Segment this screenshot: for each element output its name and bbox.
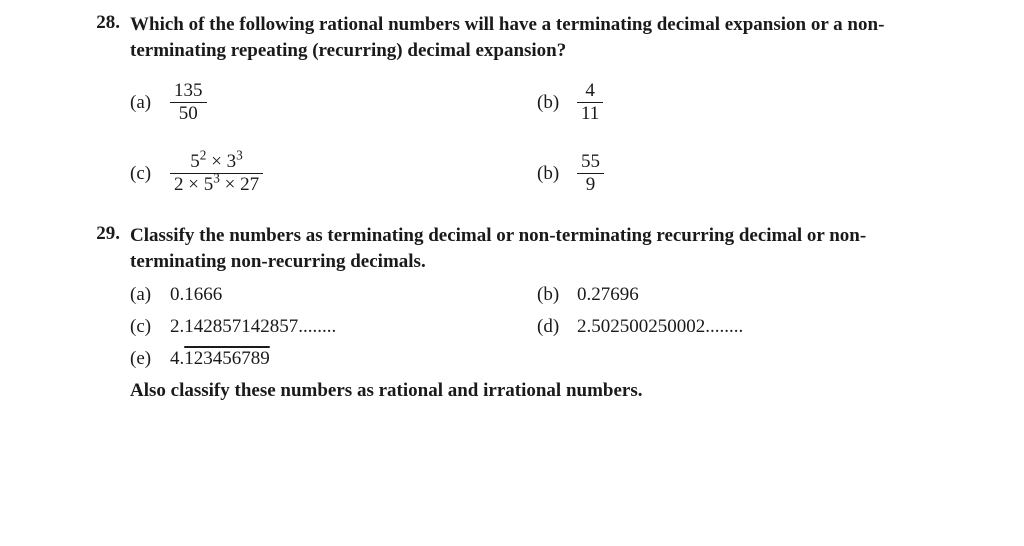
q29-text: Classify the numbers as terminating deci… <box>130 223 944 274</box>
q29-option-d: (d) 2.502500250002........ <box>537 316 944 338</box>
option-label: (c) <box>130 316 170 338</box>
question-28: 28. Which of the following rational numb… <box>80 12 944 63</box>
q28-number: 28. <box>80 12 130 34</box>
q28-option-a: (a) 135 50 <box>130 81 537 124</box>
option-value: 2.142857142857........ <box>170 316 336 338</box>
fraction: 52 × 33 2 × 53 × 27 <box>170 152 263 195</box>
d2s: 3 <box>213 171 220 186</box>
q28-option-c: (c) 52 × 33 2 × 53 × 27 <box>130 152 537 195</box>
page: 28. Which of the following rational numb… <box>0 0 1024 402</box>
fraction: 55 9 <box>577 152 604 195</box>
q29-footer: Also classify these numbers as rational … <box>130 380 944 402</box>
times3: × <box>225 174 236 195</box>
q29-row2: (c) 2.142857142857........ (d) 2.5025002… <box>130 316 944 338</box>
fraction: 135 50 <box>170 81 207 124</box>
q29-option-b: (b) 0.27696 <box>537 284 944 306</box>
option-label: (b) <box>537 284 577 306</box>
q29-row3: (e) 4.123456789 <box>130 348 944 370</box>
denominator: 50 <box>170 103 207 124</box>
option-label: (c) <box>130 163 170 185</box>
option-label: (d) <box>537 316 577 338</box>
spacer <box>80 205 944 223</box>
n1: 5 <box>190 151 200 172</box>
option-label: (b) <box>537 163 577 185</box>
denominator: 2 × 53 × 27 <box>170 174 263 195</box>
option-label: (b) <box>537 92 577 114</box>
prefix: 4. <box>170 348 184 369</box>
denominator: 9 <box>577 174 604 195</box>
spacer <box>130 134 944 152</box>
q29-options: (a) 0.1666 (b) 0.27696 (c) 2.14285714285… <box>130 284 944 370</box>
times1: × <box>211 151 222 172</box>
n2: 3 <box>227 151 237 172</box>
option-value: 4.123456789 <box>170 348 270 370</box>
d2: 5 <box>204 174 214 195</box>
overline-value: 123456789 <box>184 348 270 369</box>
option-value: 0.1666 <box>170 284 222 306</box>
n2s: 3 <box>236 148 243 163</box>
q29-row1: (a) 0.1666 (b) 0.27696 <box>130 284 944 306</box>
q29-option-c: (c) 2.142857142857........ <box>130 316 537 338</box>
q28-options: (a) 135 50 (b) 4 11 (c) 52 × 33 <box>130 81 944 195</box>
question-29: 29. Classify the numbers as terminating … <box>80 223 944 274</box>
denominator: 11 <box>577 103 603 124</box>
option-value: 2.502500250002........ <box>577 316 743 338</box>
n1s: 2 <box>200 148 207 163</box>
option-label: (e) <box>130 348 170 370</box>
numerator: 4 <box>577 81 603 103</box>
numerator: 135 <box>170 81 207 103</box>
q28-option-b: (b) 4 11 <box>537 81 944 124</box>
numerator: 55 <box>577 152 604 174</box>
q28-row1: (a) 135 50 (b) 4 11 <box>130 81 944 124</box>
option-label: (a) <box>130 92 170 114</box>
q28-text: Which of the following rational numbers … <box>130 12 944 63</box>
option-label: (a) <box>130 284 170 306</box>
option-value: 0.27696 <box>577 284 639 306</box>
d3: 27 <box>240 174 259 195</box>
times2: × <box>188 174 199 195</box>
q29-number: 29. <box>80 223 130 245</box>
q29-option-a: (a) 0.1666 <box>130 284 537 306</box>
q28-row2: (c) 52 × 33 2 × 53 × 27 (b) 55 9 <box>130 152 944 195</box>
fraction: 4 11 <box>577 81 603 124</box>
q28-option-d: (b) 55 9 <box>537 152 944 195</box>
q29-option-e: (e) 4.123456789 <box>130 348 537 370</box>
d1: 2 <box>174 174 184 195</box>
